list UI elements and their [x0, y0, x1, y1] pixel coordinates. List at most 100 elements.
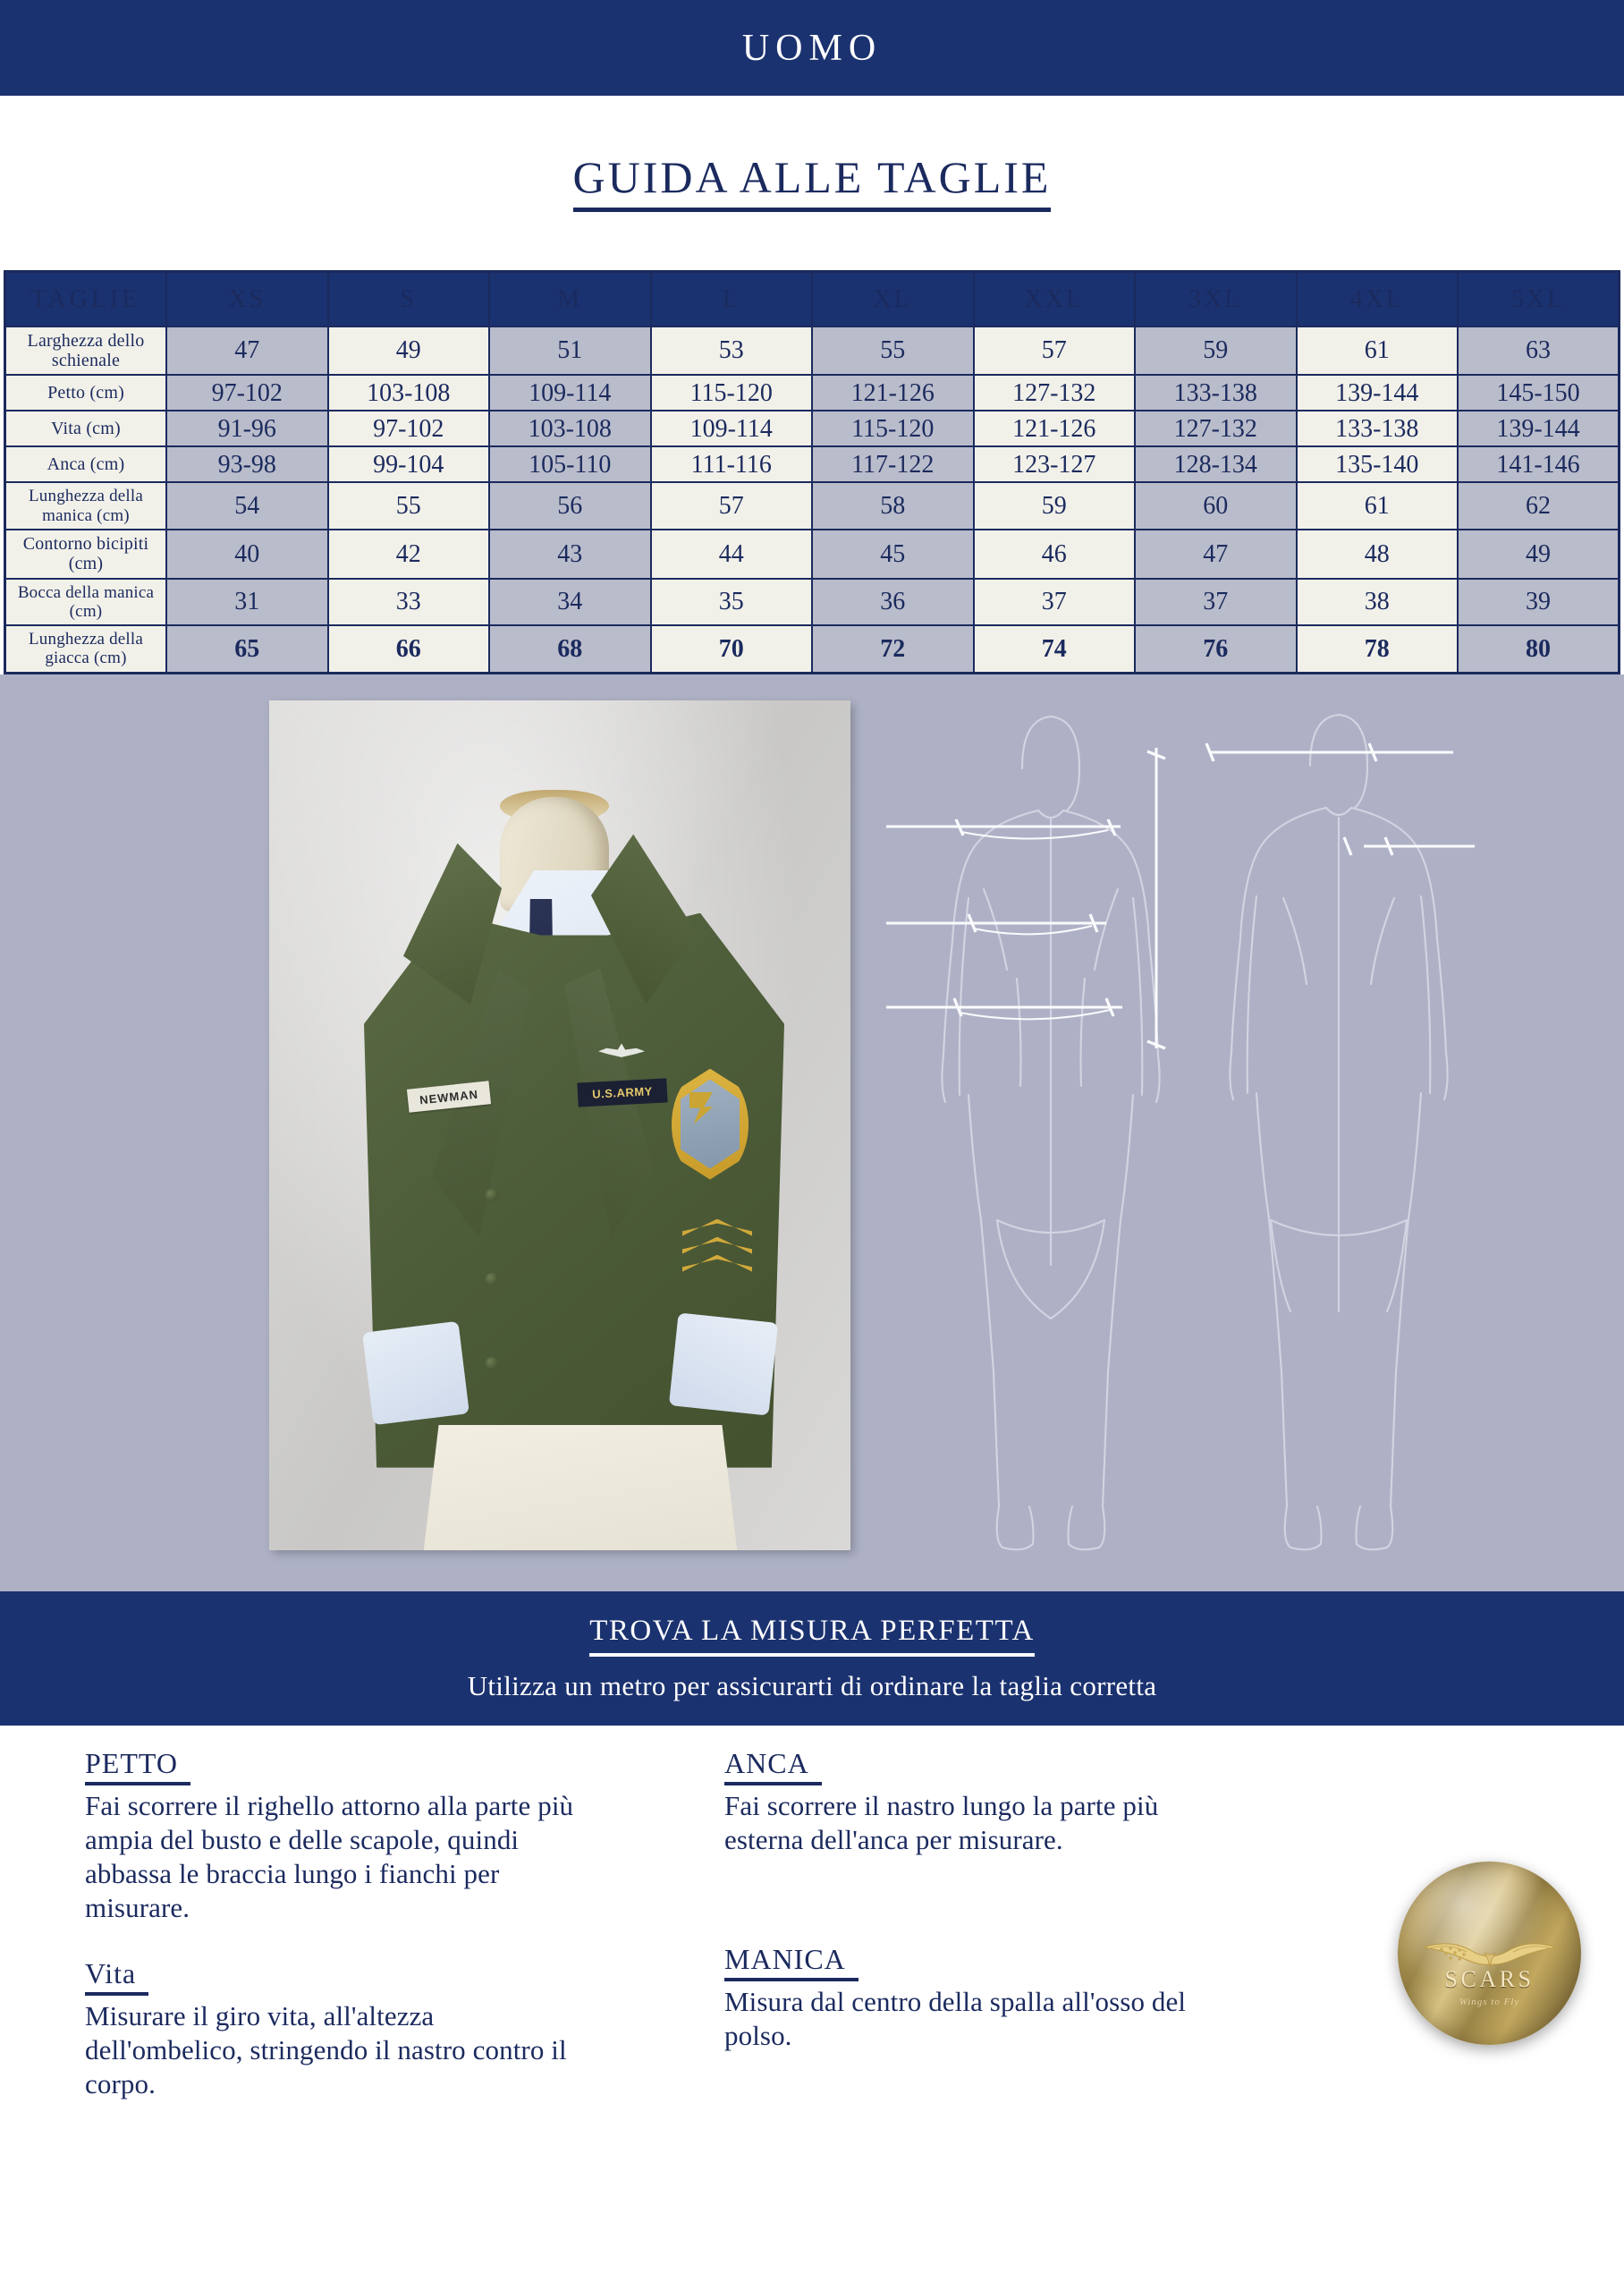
header-cell-xl: XL: [811, 270, 975, 327]
perfect-fit-banner: TROVA LA MISURA PERFETTA Utilizza un met…: [0, 1590, 1624, 1726]
table-cell: 141-146: [1457, 445, 1620, 484]
table-cell: 111-116: [649, 445, 813, 484]
table-cell: 72: [811, 624, 975, 674]
table-cell: 59: [1134, 325, 1298, 377]
table-cell: 58: [811, 481, 975, 530]
instruction-block-petto: PETTO Fai scorrere il righello attorno a…: [85, 1747, 586, 1926]
table-cell: 38: [1295, 577, 1459, 627]
instruction-body: Misurare il giro vita, all'altezza dell'…: [85, 2000, 567, 2100]
table-cell: 123-127: [972, 445, 1136, 484]
measurement-instructions: PETTO Fai scorrere il righello attorno a…: [0, 1725, 1624, 2150]
row-label: Petto (cm): [4, 374, 167, 412]
table-cell: 133-138: [1134, 374, 1298, 412]
rank-chevrons: [682, 1218, 752, 1278]
table-cell: 42: [326, 528, 490, 580]
table-cell: 105-110: [488, 445, 652, 484]
table-cell: 55: [811, 325, 975, 377]
table-cell: 56: [488, 481, 652, 530]
chevron-stripe: [682, 1218, 752, 1236]
table-cell: 43: [488, 528, 652, 580]
jacket-button: [486, 1356, 498, 1370]
size-chart-table: TAGLIE XS S M L XL XXL 3XL 4XL 5XL Largh…: [4, 270, 1620, 674]
table-cell: 37: [972, 577, 1136, 627]
table-cell: 115-120: [811, 410, 975, 448]
chevron-stripe: [682, 1254, 752, 1272]
table-cell: 93-98: [165, 445, 329, 484]
table-cell: 109-114: [649, 410, 813, 448]
table-cell: 61: [1295, 481, 1459, 530]
table-row: Larghezza dello schienale 47 49 51 53 55…: [4, 325, 1620, 377]
instruction-body: Misura dal centro della spalla all'osso …: [724, 1985, 1187, 2052]
table-cell: 139-144: [1295, 374, 1459, 412]
size-table-body: Larghezza dello schienale 47 49 51 53 55…: [4, 325, 1620, 674]
instruction-block-anca: ANCA Fai scorrere il nastro lungo la par…: [724, 1747, 1225, 1857]
header-cell-l: L: [649, 270, 813, 327]
table-cell: 74: [972, 624, 1136, 674]
instruction-body: Fai scorrere il nastro lungo la parte pi…: [724, 1789, 1159, 1855]
table-cell: 135-140: [1295, 445, 1459, 484]
table-cell: 65: [165, 624, 329, 674]
brand-tagline: Wings to Fly: [1459, 1996, 1520, 2007]
table-cell: 76: [1134, 624, 1298, 674]
table-cell: 59: [972, 481, 1136, 530]
table-cell: 127-132: [1134, 410, 1298, 448]
table-cell: 45: [811, 528, 975, 580]
table-cell: 57: [972, 325, 1136, 377]
table-cell: 49: [1457, 528, 1620, 580]
table-cell: 31: [165, 577, 329, 627]
table-cell: 128-134: [1134, 445, 1298, 484]
table-cell: 127-132: [972, 374, 1136, 412]
table-cell: 55: [326, 481, 490, 530]
row-label: Vita (cm): [4, 410, 167, 448]
table-cell: 54: [165, 481, 329, 530]
instruction-title: MANICA: [724, 1943, 859, 1981]
rolled-cuff-left: [362, 1320, 469, 1425]
table-cell: 48: [1295, 528, 1459, 580]
us-army-tape-patch: U.S.ARMY: [577, 1078, 668, 1107]
instructions-column-left: PETTO Fai scorrere il righello attorno a…: [85, 1747, 586, 2134]
white-trousers: [419, 1424, 741, 1550]
instruction-block-vita: Vita Misurare il giro vita, all'altezza …: [85, 1957, 586, 2101]
table-cell: 97-102: [165, 374, 329, 412]
table-cell: 61: [1295, 325, 1459, 377]
rolled-cuff-right: [668, 1312, 779, 1416]
header-cell-5xl: 5XL: [1457, 270, 1620, 327]
table-cell: 117-122: [811, 445, 975, 484]
table-cell: 115-120: [649, 374, 813, 412]
header-cell-m: M: [488, 270, 652, 327]
header-cell-3xl: 3XL: [1134, 270, 1298, 327]
table-cell: 97-102: [326, 410, 490, 448]
table-cell: 109-114: [488, 374, 652, 412]
row-label: Lunghezza della giacca (cm): [4, 624, 167, 674]
table-cell: 121-126: [811, 374, 975, 412]
table-cell: 62: [1457, 481, 1620, 530]
table-row: Contorno bicipiti (cm) 40 42 43 44 45 46…: [4, 528, 1620, 580]
header-cell-xs: XS: [165, 270, 329, 327]
brand-name: SCARS: [1444, 1965, 1535, 1992]
size-table-header-row: TAGLIE XS S M L XL XXL 3XL 4XL 5XL: [4, 270, 1620, 327]
row-label: Anca (cm): [4, 445, 167, 484]
chevron-stripe: [682, 1236, 752, 1254]
header-cell-s: S: [326, 270, 490, 327]
table-cell: 33: [326, 577, 490, 627]
table-cell: 68: [488, 624, 652, 674]
top-banner: UOMO: [0, 0, 1624, 96]
table-cell: 60: [1134, 481, 1298, 530]
table-cell: 35: [649, 577, 813, 627]
measurement-figures-illustration: [863, 683, 1543, 1582]
table-cell: 44: [649, 528, 813, 580]
banner-subtitle: Utilizza un metro per assicurarti di ord…: [467, 1669, 1157, 1701]
instruction-body: Fai scorrere il righello attorno alla pa…: [85, 1789, 574, 1924]
table-cell: 57: [649, 481, 813, 530]
table-cell: 103-108: [326, 374, 490, 412]
table-cell: 37: [1134, 577, 1298, 627]
table-cell: 80: [1457, 624, 1620, 674]
size-table-head: TAGLIE XS S M L XL XXL 3XL 4XL 5XL: [4, 270, 1620, 327]
table-cell: 40: [165, 528, 329, 580]
product-photo: NEWMAN U.S.ARMY: [269, 700, 850, 1550]
table-cell: 121-126: [972, 410, 1136, 448]
row-label: Contorno bicipiti (cm): [4, 528, 167, 580]
instruction-block-manica: MANICA Misura dal centro della spalla al…: [724, 1943, 1225, 2053]
table-cell: 46: [972, 528, 1136, 580]
table-row: Lunghezza della giacca (cm) 65 66 68 70 …: [4, 624, 1620, 674]
